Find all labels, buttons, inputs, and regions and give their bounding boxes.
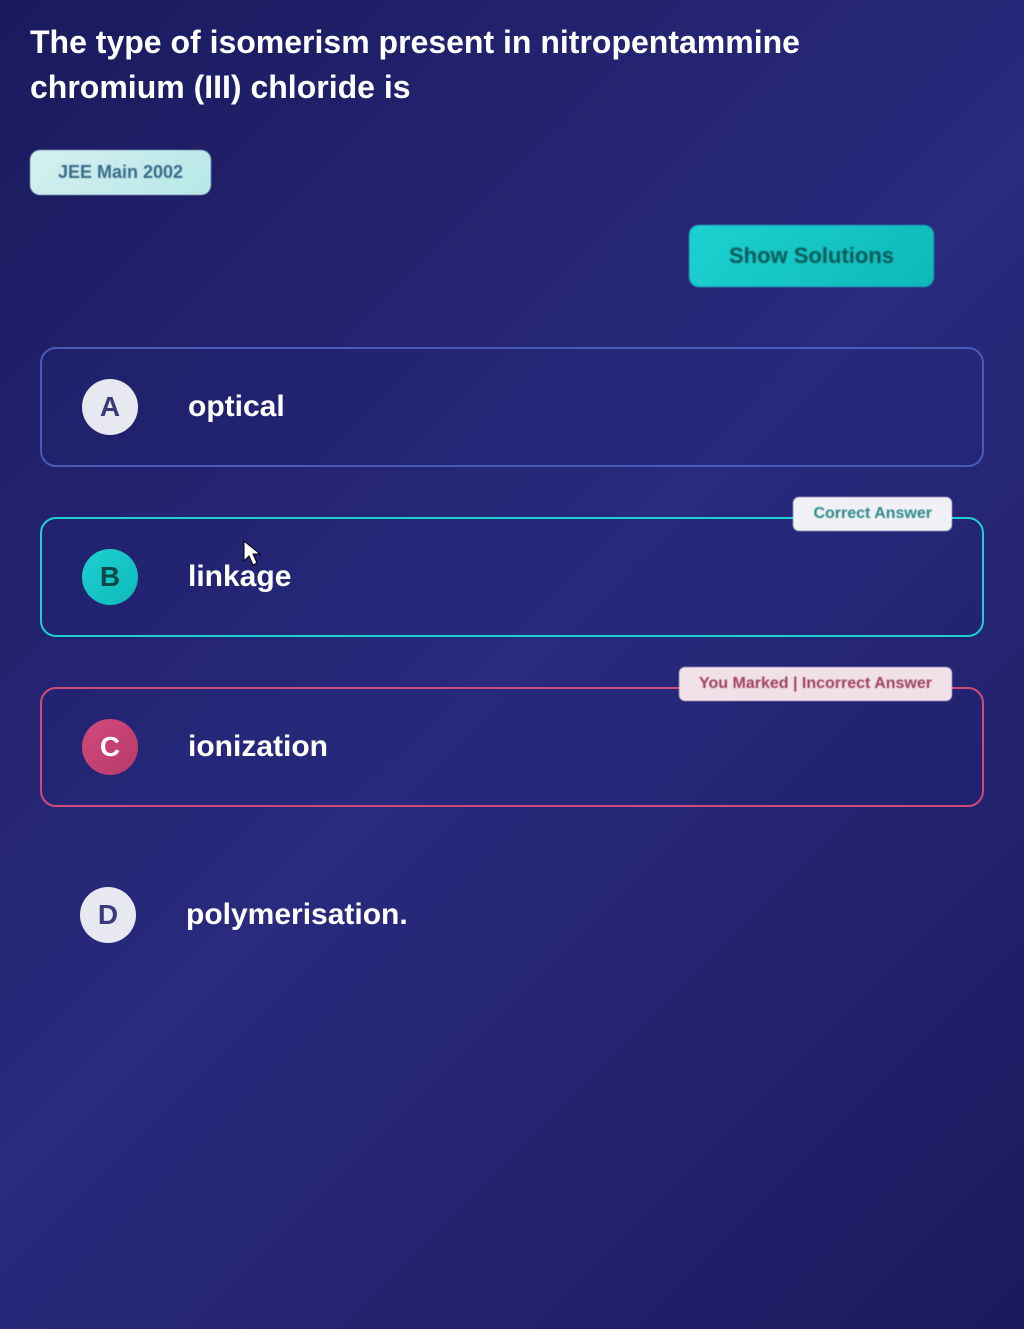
show-solutions-button[interactable]: Show Solutions <box>689 225 934 287</box>
option-text-b: linkage <box>188 560 291 594</box>
option-b[interactable]: Correct Answer B linkage <box>40 517 984 637</box>
solutions-button-wrapper: Show Solutions <box>30 225 994 287</box>
option-letter-c: C <box>82 719 138 775</box>
option-c[interactable]: You Marked | Incorrect Answer C ionizati… <box>40 687 984 807</box>
option-text-d: polymerisation. <box>186 898 408 932</box>
exam-tag-badge: JEE Main 2002 <box>30 150 211 195</box>
question-text: The type of isomerism present in nitrope… <box>30 20 930 110</box>
option-text-a: optical <box>188 390 285 424</box>
option-letter-b: B <box>82 549 138 605</box>
option-d[interactable]: D polymerisation. <box>40 857 984 973</box>
incorrect-answer-badge: You Marked | Incorrect Answer <box>679 667 952 701</box>
option-a[interactable]: A optical <box>40 347 984 467</box>
option-letter-a: A <box>82 379 138 435</box>
correct-answer-badge: Correct Answer <box>793 497 952 531</box>
option-letter-d: D <box>80 887 136 943</box>
option-text-c: ionization <box>188 730 328 764</box>
options-container: A optical Correct Answer B linkage You M… <box>30 347 994 973</box>
